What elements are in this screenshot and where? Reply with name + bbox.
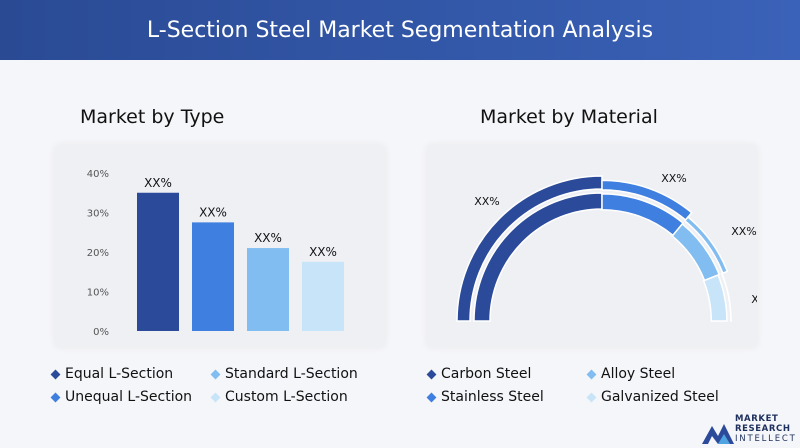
legend-marker — [426, 369, 437, 379]
legend-label: Stainless Steel — [441, 389, 544, 405]
legend-item-custom-l-section: Custom L-Section — [210, 389, 348, 405]
legend-label: Unequal L-Section — [65, 389, 193, 405]
legend-item-galvanized-steel: Galvanized Steel — [586, 389, 719, 405]
legend-item-equal-l-section: Equal L-Section — [50, 366, 174, 382]
bar — [302, 261, 344, 331]
legend-item-stainless-steel: Stainless Steel — [426, 389, 544, 405]
legend-label: Custom L-Section — [225, 389, 348, 405]
legend-marker — [586, 369, 597, 379]
legend-marker — [210, 369, 221, 379]
y-tick-label: 0% — [93, 327, 109, 338]
bar-data-label: XX% — [254, 231, 282, 245]
header-banner: L-Section Steel Market Segmentation Anal… — [0, 0, 800, 60]
bar-chart: 0% 10% 20% 30% 40% XX% XX% XX% XX% — [87, 169, 344, 338]
material-section-title: Market by Material — [480, 106, 658, 128]
legend-item-alloy-steel: Alloy Steel — [586, 366, 676, 382]
y-tick-label: 20% — [87, 248, 109, 259]
y-tick-label: 10% — [87, 288, 109, 299]
legend-label: Standard L-Section — [225, 366, 358, 382]
y-tick-label: 40% — [87, 169, 109, 180]
legend-marker — [50, 392, 61, 402]
logo-text-line3: INTELLECT — [735, 434, 797, 444]
donut-data-label: XX% — [474, 195, 500, 208]
legend-label: Alloy Steel — [601, 366, 676, 382]
type-section-title: Market by Type — [80, 106, 225, 128]
market-research-intellect-logo-icon — [702, 424, 734, 444]
legend-marker — [426, 392, 437, 402]
bar-data-label: XX% — [309, 245, 337, 259]
bar — [192, 222, 234, 331]
legend-label: Equal L-Section — [65, 366, 174, 382]
bar-data-label: XX% — [144, 176, 172, 190]
bar — [247, 248, 289, 331]
legend-item-unequal-l-section: Unequal L-Section — [50, 389, 193, 405]
y-tick-label: 30% — [87, 209, 109, 220]
page-title: L-Section Steel Market Segmentation Anal… — [146, 17, 654, 43]
bar-chart-panel: 0% 10% 20% 30% 40% XX% XX% XX% XX% — [55, 145, 385, 347]
logo-text-line1: MARKET — [735, 414, 779, 424]
bar-data-label: XX% — [199, 205, 227, 219]
logo-text-line2: RESEARCH — [735, 424, 791, 434]
donut-chart: XX% XX% XX% XX% — [456, 172, 777, 322]
donut-chart-panel: XX% XX% XX% XX% — [427, 145, 777, 347]
legend-marker — [586, 392, 597, 402]
donut-slice-outer — [720, 272, 732, 322]
bar — [137, 192, 179, 331]
donut-slice-inner — [473, 192, 603, 322]
legend-label: Galvanized Steel — [601, 389, 719, 405]
legend-item-standard-l-section: Standard L-Section — [210, 366, 358, 382]
legend-marker — [210, 392, 221, 402]
donut-data-label: XX% — [751, 293, 757, 306]
donut-slice-outer — [683, 216, 729, 275]
donut-data-label: XX% — [731, 225, 757, 238]
legend-label: Carbon Steel — [441, 366, 532, 382]
legend-marker — [50, 369, 61, 379]
donut-data-label: XX% — [661, 172, 687, 185]
legend-item-carbon-steel: Carbon Steel — [426, 366, 532, 382]
donut-slice-inner — [702, 274, 728, 322]
